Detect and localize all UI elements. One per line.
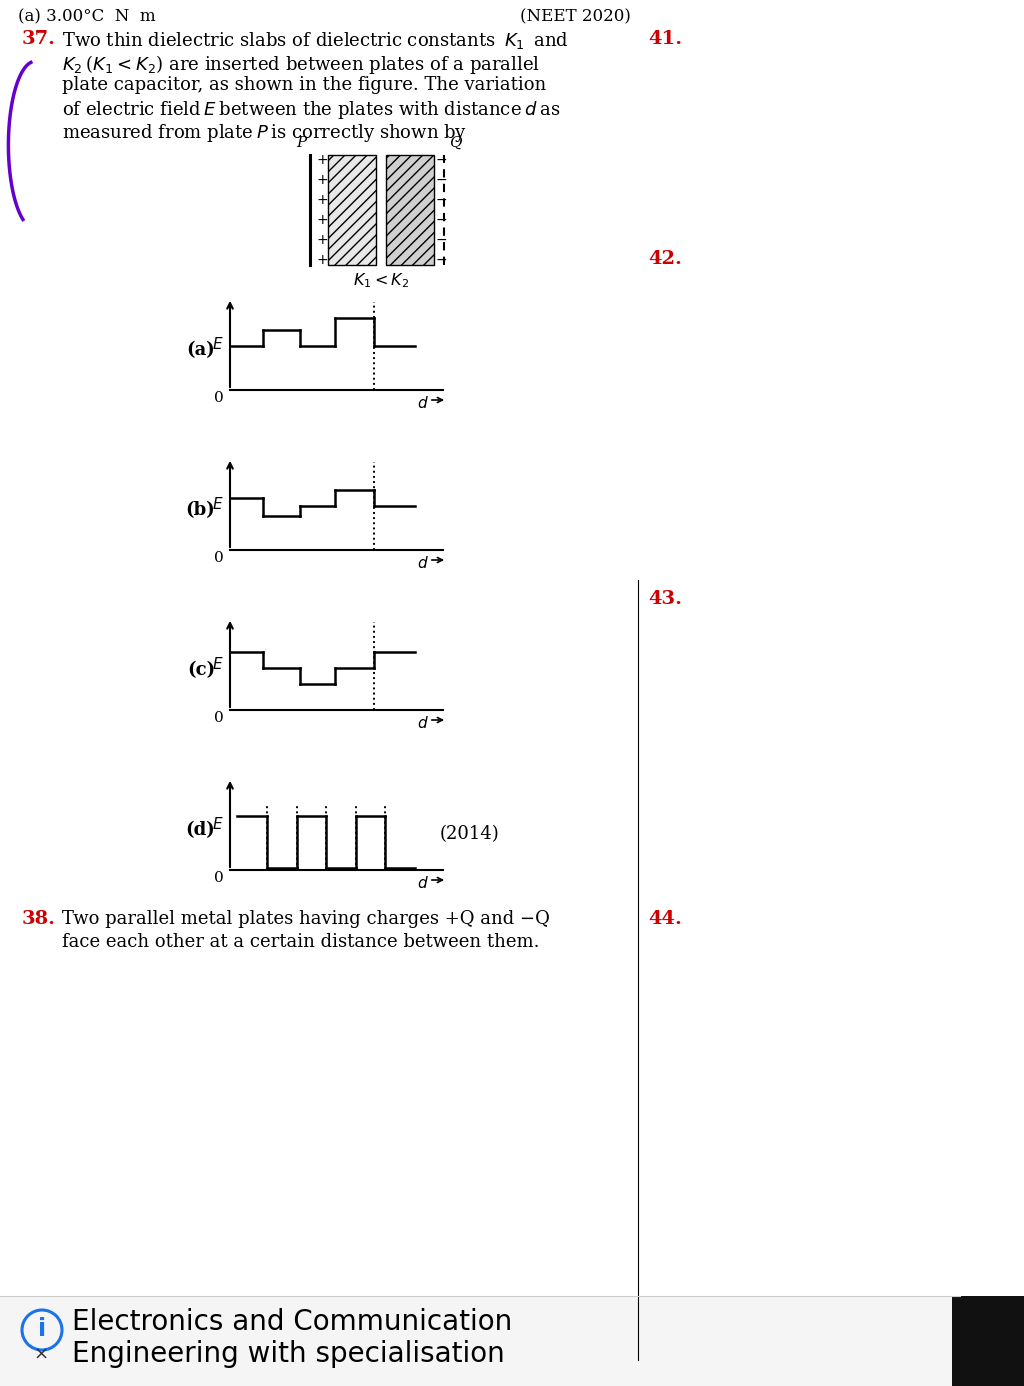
Text: +: + bbox=[317, 152, 329, 166]
Text: 0: 0 bbox=[214, 870, 224, 886]
Text: $E$: $E$ bbox=[212, 815, 224, 832]
Text: 43.: 43. bbox=[648, 590, 682, 608]
Text: i: i bbox=[38, 1317, 46, 1342]
Text: +: + bbox=[317, 193, 329, 207]
Text: $d$: $d$ bbox=[417, 395, 429, 412]
Text: Q: Q bbox=[449, 136, 462, 150]
Text: 0: 0 bbox=[214, 552, 224, 565]
Text: (2014): (2014) bbox=[440, 825, 500, 843]
Text: −: − bbox=[436, 254, 447, 267]
Text: Engineering with specialisation: Engineering with specialisation bbox=[72, 1340, 505, 1368]
Text: 42.: 42. bbox=[648, 249, 682, 267]
Text: +: + bbox=[317, 254, 329, 267]
Text: (c): (c) bbox=[186, 661, 215, 679]
Text: +: + bbox=[317, 173, 329, 187]
Text: +: + bbox=[317, 233, 329, 247]
Text: Two parallel metal plates having charges +Q and −Q: Two parallel metal plates having charges… bbox=[62, 911, 550, 929]
Text: 0: 0 bbox=[214, 391, 224, 405]
Text: −: − bbox=[436, 213, 447, 227]
Text: −: − bbox=[436, 173, 447, 187]
Text: −: − bbox=[436, 152, 447, 166]
Bar bbox=[386, 155, 434, 265]
Text: Electronics and Communicatio⁠n: Electronics and Communicatio⁠n bbox=[72, 1308, 512, 1336]
Text: P: P bbox=[296, 136, 306, 150]
Text: 0: 0 bbox=[214, 711, 224, 725]
Text: +: + bbox=[317, 213, 329, 227]
Text: (NEET 2020): (NEET 2020) bbox=[520, 8, 631, 25]
Text: $K_2$ ($K_1 < K_2$) are inserted between plates of a parallel: $K_2$ ($K_1 < K_2$) are inserted between… bbox=[62, 53, 540, 76]
Text: face each other at a certain distance between them.: face each other at a certain distance be… bbox=[62, 933, 540, 951]
Text: $K_1 < K_2$: $K_1 < K_2$ bbox=[353, 272, 409, 290]
Bar bbox=[0, 1296, 1024, 1386]
Text: 44.: 44. bbox=[648, 911, 682, 929]
Text: $d$: $d$ bbox=[417, 715, 429, 730]
Text: −: − bbox=[436, 233, 447, 247]
Text: $d$: $d$ bbox=[417, 875, 429, 891]
Text: 38.: 38. bbox=[22, 911, 56, 929]
Text: (a) 3.00°C  N  m: (a) 3.00°C N m bbox=[18, 8, 156, 25]
Text: 41.: 41. bbox=[648, 30, 682, 49]
Bar bbox=[952, 1296, 1024, 1386]
Text: (a): (a) bbox=[186, 341, 215, 359]
Text: plate capacitor, as shown in the figure. The variation: plate capacitor, as shown in the figure.… bbox=[62, 76, 546, 94]
Text: measured from plate $P$ is correctly shown by: measured from plate $P$ is correctly sho… bbox=[62, 122, 467, 144]
Text: ×: × bbox=[34, 1346, 48, 1364]
Bar bbox=[328, 155, 376, 265]
Text: (b): (b) bbox=[185, 500, 215, 518]
Text: $d$: $d$ bbox=[417, 554, 429, 571]
Text: 37.: 37. bbox=[22, 30, 56, 49]
Text: $E$: $E$ bbox=[212, 335, 224, 352]
Text: $E$: $E$ bbox=[212, 656, 224, 672]
Text: $E$: $E$ bbox=[212, 496, 224, 511]
Text: (d): (d) bbox=[185, 821, 215, 839]
Text: of electric field $E$ between the plates with distance $d$ as: of electric field $E$ between the plates… bbox=[62, 98, 560, 121]
Text: Two thin dielectric slabs of dielectric constants  $K_1$  and: Two thin dielectric slabs of dielectric … bbox=[62, 30, 569, 51]
Text: −: − bbox=[436, 193, 447, 207]
